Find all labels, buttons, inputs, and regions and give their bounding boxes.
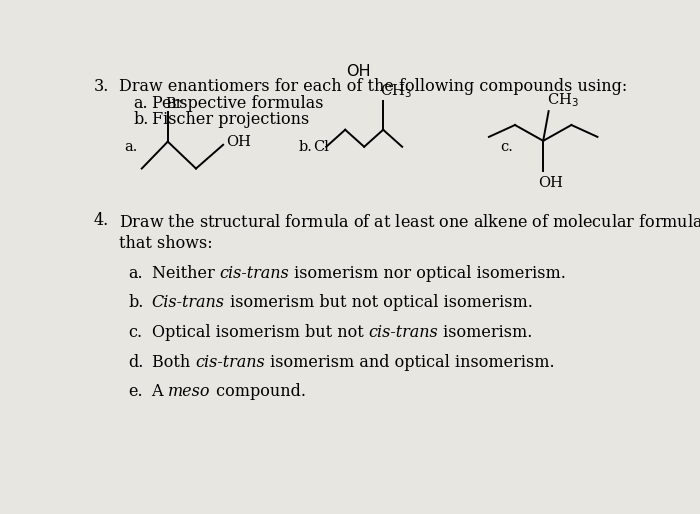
- Text: Draw enantiomers for each of the following compounds using:: Draw enantiomers for each of the followi…: [119, 78, 627, 95]
- Text: a.: a.: [134, 95, 148, 112]
- Text: Neither: Neither: [151, 265, 219, 282]
- Text: a.: a.: [128, 265, 143, 282]
- Text: 4.: 4.: [94, 212, 109, 229]
- Text: CH$_3$: CH$_3$: [381, 82, 412, 100]
- Text: CH$_3$: CH$_3$: [547, 91, 579, 109]
- Text: d.: d.: [128, 354, 144, 371]
- Text: isomerism.: isomerism.: [438, 324, 533, 341]
- Text: OH: OH: [538, 176, 563, 191]
- Text: cis-trans: cis-trans: [368, 324, 438, 341]
- Text: meso: meso: [168, 383, 211, 400]
- Text: isomerism but not optical isomerism.: isomerism but not optical isomerism.: [225, 295, 533, 311]
- Text: Both: Both: [151, 354, 195, 371]
- Text: A: A: [151, 383, 168, 400]
- Text: 3.: 3.: [94, 78, 109, 95]
- Text: Br: Br: [165, 97, 183, 111]
- Text: compound.: compound.: [211, 383, 306, 400]
- Text: a.: a.: [125, 140, 138, 154]
- Text: c.: c.: [500, 140, 512, 154]
- Text: Perspective formulas: Perspective formulas: [151, 95, 323, 112]
- Text: c.: c.: [128, 324, 142, 341]
- Text: e.: e.: [128, 383, 143, 400]
- Text: cis-trans: cis-trans: [195, 354, 265, 371]
- Text: Fischer projections: Fischer projections: [151, 111, 309, 128]
- Text: b.: b.: [128, 295, 144, 311]
- Text: OH: OH: [226, 135, 251, 149]
- Text: Cl: Cl: [313, 140, 328, 154]
- Text: b.: b.: [134, 111, 149, 128]
- Text: Cis-trans: Cis-trans: [151, 295, 225, 311]
- Text: isomerism nor optical isomerism.: isomerism nor optical isomerism.: [289, 265, 566, 282]
- Text: OH: OH: [346, 64, 371, 80]
- Text: cis-trans: cis-trans: [219, 265, 289, 282]
- Text: Draw the structural formula of at least one alkene of molecular formula C$_5$H$_: Draw the structural formula of at least …: [119, 212, 700, 232]
- Text: isomerism and optical insomerism.: isomerism and optical insomerism.: [265, 354, 554, 371]
- Text: Optical isomerism but not: Optical isomerism but not: [151, 324, 368, 341]
- Text: b.: b.: [299, 140, 313, 154]
- Text: that shows:: that shows:: [119, 235, 213, 252]
